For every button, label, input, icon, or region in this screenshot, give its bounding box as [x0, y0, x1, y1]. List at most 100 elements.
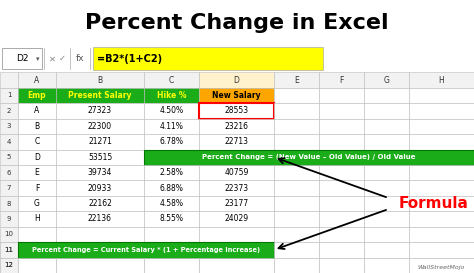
Bar: [199, 242, 274, 257]
Bar: [18, 119, 56, 134]
Bar: [274, 257, 319, 273]
Bar: [364, 242, 409, 257]
Text: 10: 10: [4, 232, 13, 238]
Bar: [199, 134, 274, 150]
Bar: [18, 242, 56, 257]
Bar: [0, 180, 18, 196]
Bar: [319, 196, 364, 211]
Text: A: A: [35, 76, 40, 85]
Bar: [409, 211, 474, 227]
Bar: [18, 211, 56, 227]
Bar: [274, 242, 319, 257]
Bar: [144, 211, 199, 227]
Bar: [409, 88, 474, 103]
Bar: [199, 165, 274, 180]
Text: H: H: [34, 215, 40, 224]
Text: B: B: [35, 122, 39, 131]
Bar: [18, 257, 56, 273]
Text: 22713: 22713: [225, 137, 248, 146]
Bar: [18, 165, 56, 180]
Bar: [144, 180, 199, 196]
Bar: [144, 196, 199, 211]
Bar: [364, 257, 409, 273]
Bar: [319, 257, 364, 273]
Text: H: H: [438, 76, 444, 85]
Bar: [409, 103, 474, 119]
Bar: [274, 242, 319, 257]
Bar: [56, 88, 144, 103]
Text: fx: fx: [76, 54, 84, 63]
Text: Formula: Formula: [398, 196, 468, 211]
Bar: [144, 165, 199, 180]
Bar: [319, 211, 364, 227]
Text: 21271: 21271: [88, 137, 112, 146]
Bar: [319, 180, 364, 196]
Bar: [319, 134, 364, 150]
Text: D2: D2: [16, 54, 28, 63]
Bar: [18, 180, 56, 196]
Bar: [199, 103, 274, 119]
Text: 53515: 53515: [88, 153, 112, 162]
Bar: [274, 88, 319, 103]
Bar: [364, 180, 409, 196]
Text: F: F: [35, 184, 39, 193]
Bar: [409, 72, 474, 88]
Text: 8: 8: [7, 201, 11, 207]
Text: 24029: 24029: [224, 215, 248, 224]
Bar: [319, 242, 364, 257]
Text: 4.58%: 4.58%: [159, 199, 183, 208]
Bar: [0, 196, 18, 211]
Bar: [274, 119, 319, 134]
Bar: [144, 119, 199, 134]
Bar: [319, 257, 364, 273]
Text: 6.78%: 6.78%: [159, 137, 183, 146]
Bar: [364, 196, 409, 211]
Bar: [18, 257, 56, 273]
Text: Hike %: Hike %: [157, 91, 186, 100]
Text: 11: 11: [4, 247, 13, 253]
Bar: [199, 196, 274, 211]
Bar: [2, 48, 42, 69]
Text: 22136: 22136: [88, 215, 112, 224]
Bar: [409, 257, 474, 273]
Text: C: C: [169, 76, 174, 85]
Bar: [274, 211, 319, 227]
Bar: [409, 227, 474, 242]
Bar: [0, 72, 18, 88]
Bar: [409, 165, 474, 180]
Bar: [274, 257, 319, 273]
Text: 20933: 20933: [88, 184, 112, 193]
Text: WallStreetMojo: WallStreetMojo: [417, 265, 465, 270]
Bar: [319, 88, 364, 103]
Bar: [199, 211, 274, 227]
Bar: [18, 103, 56, 119]
Text: 12: 12: [5, 262, 13, 268]
Bar: [364, 227, 409, 242]
Bar: [364, 211, 409, 227]
Text: Percent Change = (New Value – Old Value) / Old Value: Percent Change = (New Value – Old Value)…: [202, 154, 416, 160]
Bar: [56, 134, 144, 150]
Text: B: B: [98, 76, 102, 85]
Bar: [56, 165, 144, 180]
Bar: [199, 72, 274, 88]
Text: D: D: [234, 76, 239, 85]
Bar: [274, 196, 319, 211]
Bar: [144, 227, 199, 242]
Text: =B2*(1+C2): =B2*(1+C2): [97, 54, 162, 64]
Bar: [18, 72, 56, 88]
Bar: [364, 88, 409, 103]
Bar: [93, 47, 323, 70]
Bar: [0, 211, 18, 227]
Bar: [56, 257, 144, 273]
Bar: [56, 119, 144, 134]
Bar: [56, 196, 144, 211]
Text: 27323: 27323: [88, 106, 112, 115]
Text: 28553: 28553: [224, 106, 248, 115]
Bar: [56, 103, 144, 119]
Bar: [199, 257, 274, 273]
Text: ✓: ✓: [58, 54, 65, 63]
Text: ▾: ▾: [36, 56, 40, 62]
Text: 39734: 39734: [88, 168, 112, 177]
Bar: [144, 150, 199, 165]
Bar: [409, 242, 474, 257]
